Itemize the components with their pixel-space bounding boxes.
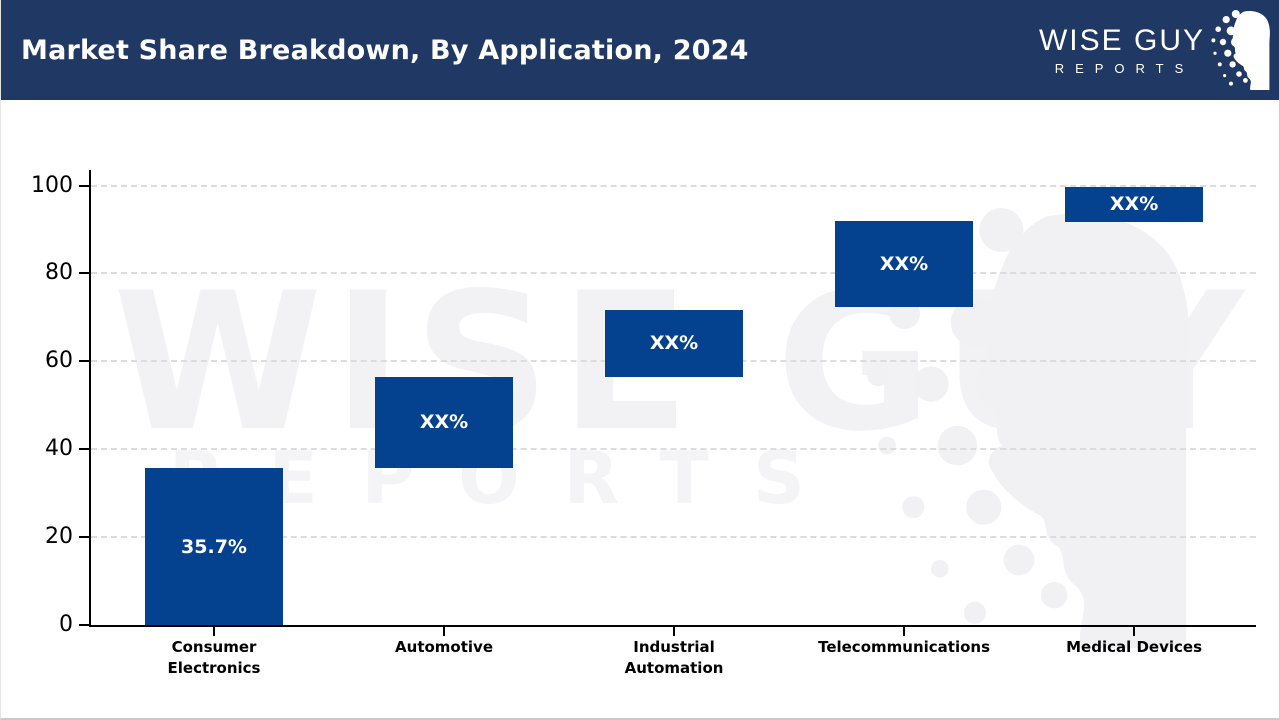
logo-head-icon	[1211, 10, 1270, 90]
gridline	[91, 184, 1256, 187]
header: Market Share Breakdown, By Application, …	[1, 0, 1279, 100]
logo-subtext: REPORTS	[1054, 61, 1195, 76]
waterfall-bar-industrial-automation: XX%	[605, 309, 744, 378]
page-title: Market Share Breakdown, By Application, …	[21, 34, 749, 66]
y-axis-tick	[79, 360, 89, 363]
gridline	[91, 536, 1256, 539]
waterfall-bar-consumer-electronics: 35.7%	[145, 468, 283, 625]
x-axis-tick	[1133, 627, 1136, 636]
bar-value-label: 35.7%	[181, 535, 247, 558]
bar-value-label: XX%	[879, 252, 929, 275]
y-axis-tick-label: 60	[45, 348, 73, 374]
logo-wordmark-block: WISE GUY REPORTS	[1039, 24, 1205, 76]
brand-logo: WISE GUY REPORTS	[1039, 10, 1271, 90]
x-axis-tick-label: Automotive	[395, 638, 493, 656]
gridline	[91, 448, 1256, 451]
y-axis-tick	[79, 272, 89, 275]
bar-value-label: XX%	[1109, 193, 1159, 216]
x-axis-tick	[443, 627, 446, 636]
chart: WISE GUY REPORTS 02040608010035.7%XX%XX%…	[1, 100, 1279, 718]
x-axis-tick-label: Telecommunications	[818, 638, 990, 656]
y-axis-tick	[79, 448, 89, 451]
x-axis-tick-label: Consumer Electronics	[167, 638, 261, 677]
y-axis-tick-label: 80	[45, 260, 73, 286]
y-axis-tick	[79, 536, 89, 539]
waterfall-bar-telecommunications: XX%	[835, 220, 974, 307]
y-axis-tick-label: 40	[45, 436, 73, 462]
x-axis-tick	[903, 627, 906, 636]
gridline	[91, 272, 1256, 275]
y-axis-tick	[79, 184, 89, 187]
waterfall-bar-automotive: XX%	[375, 377, 514, 468]
x-axis-tick	[213, 627, 215, 636]
y-axis-tick-label: 100	[31, 172, 73, 198]
plot-area: 0 20 40 60 80 100 35.7% XX% XX% XX% XX% Consumer El…	[31, 170, 1256, 677]
y-axis-tick-label: 0	[59, 612, 73, 637]
bar-value-label: XX%	[649, 332, 699, 355]
bar-value-label: XX%	[419, 411, 469, 434]
x-axis-tick-label: Industrial Automation	[624, 638, 724, 677]
y-axis-tick	[79, 624, 89, 626]
waterfall-bar-medical-devices: XX%	[1065, 187, 1204, 222]
x-axis-tick-label: Medical Devices	[1066, 638, 1203, 656]
logo-wordmark: WISE GUY	[1038, 24, 1205, 57]
y-axis-tick-label: 20	[45, 524, 73, 550]
x-axis-tick	[673, 627, 676, 636]
